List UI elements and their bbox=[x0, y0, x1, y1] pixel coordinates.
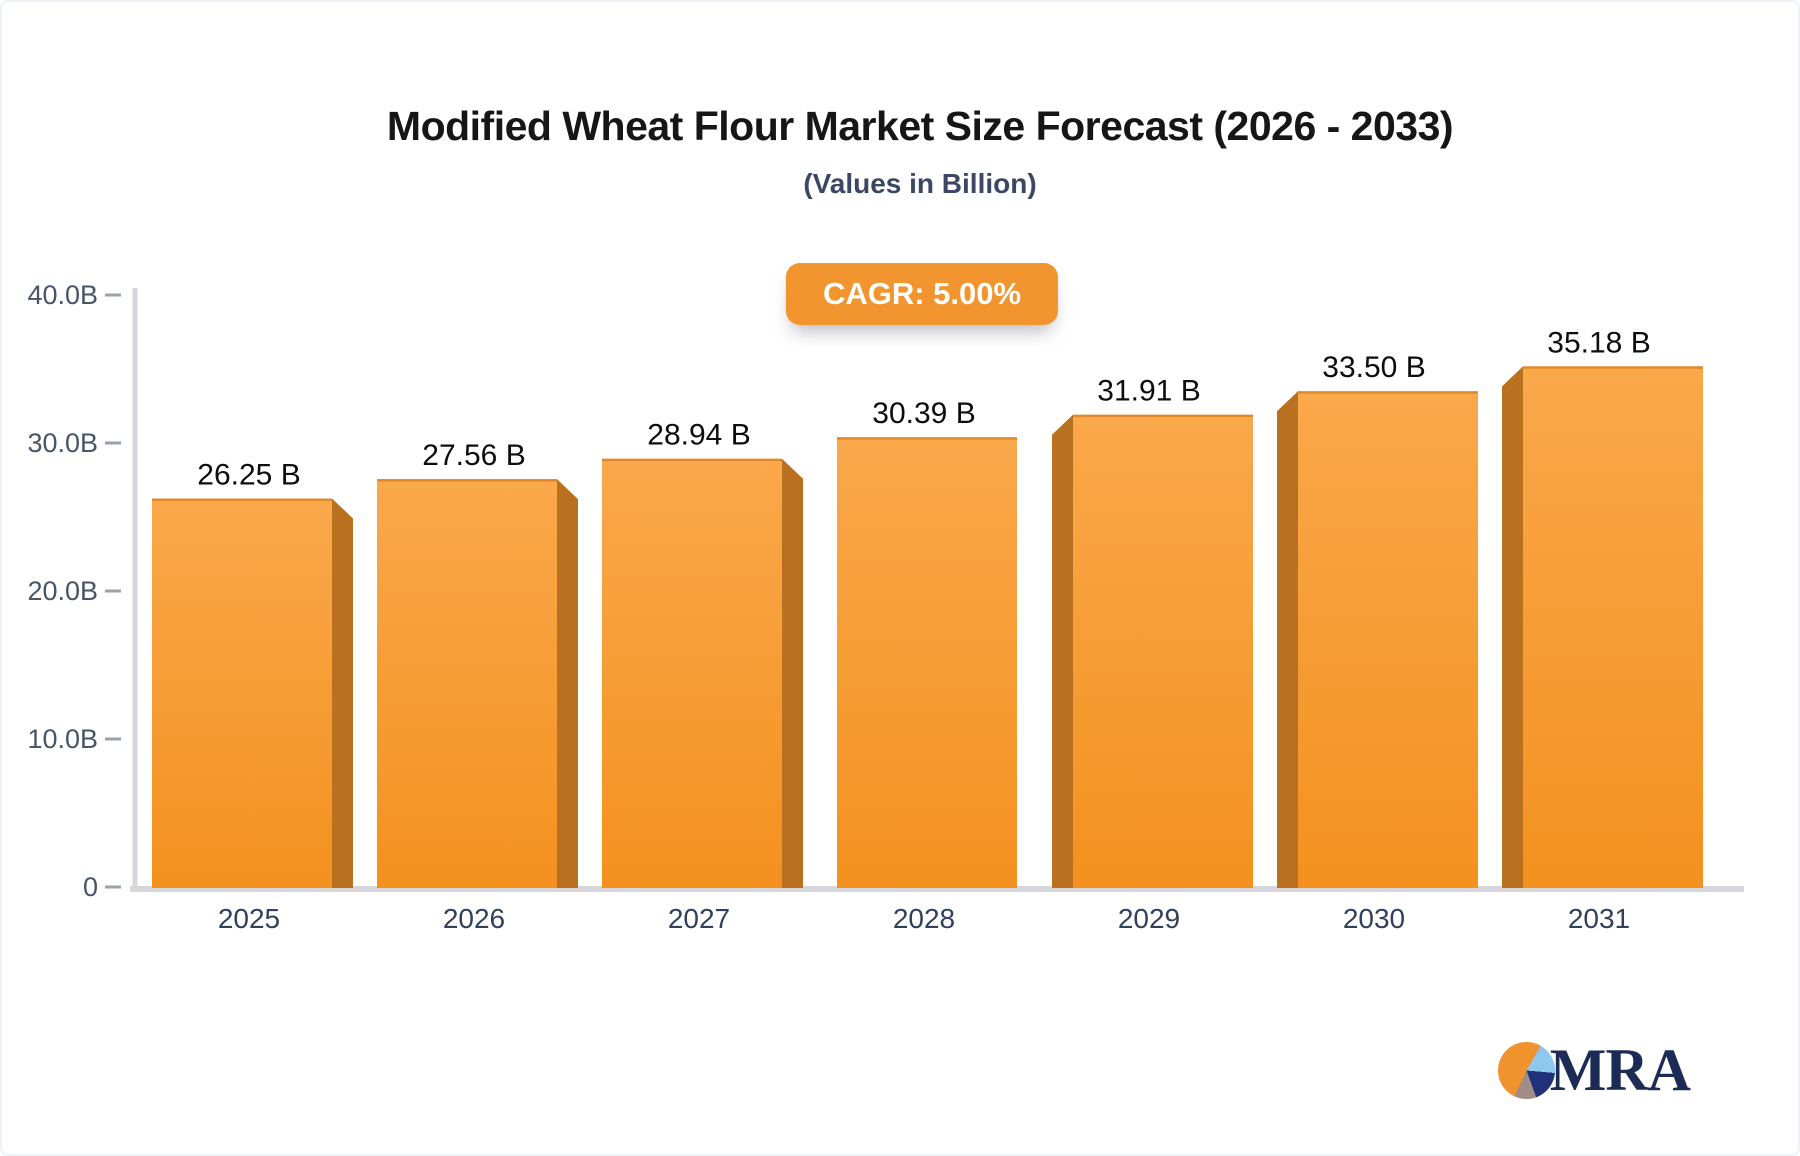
bar-front-face bbox=[377, 479, 557, 888]
y-tick-label: 0 bbox=[83, 872, 98, 902]
bar-side-face bbox=[1502, 366, 1523, 888]
value-label: 28.94 B bbox=[647, 419, 750, 452]
bar-2031[interactable] bbox=[1502, 366, 1703, 888]
bar-2027[interactable] bbox=[602, 458, 803, 888]
bar-2026[interactable] bbox=[377, 479, 578, 888]
value-label: 31.91 B bbox=[1097, 375, 1200, 408]
bar-2025[interactable] bbox=[152, 498, 353, 889]
x-axis-label: 2027 bbox=[668, 903, 730, 934]
y-tick-label: 30.0B bbox=[27, 428, 98, 458]
x-axis-label: 2025 bbox=[218, 903, 280, 934]
chart-subtitle: (Values in Billion) bbox=[803, 168, 1037, 199]
bar-side-face bbox=[1277, 391, 1298, 888]
value-label: 27.56 B bbox=[422, 439, 525, 472]
pie-chart-logo-icon bbox=[1497, 1041, 1555, 1099]
x-axis-label: 2028 bbox=[893, 903, 955, 934]
x-axis-label: 2026 bbox=[443, 903, 505, 934]
mra-logo: MRA bbox=[1497, 1037, 1691, 1103]
bar-2029[interactable] bbox=[1052, 414, 1253, 888]
chart-title: Modified Wheat Flour Market Size Forecas… bbox=[386, 103, 1454, 149]
bar-side-face bbox=[557, 479, 578, 888]
bar-side-face bbox=[1052, 414, 1073, 888]
bar-front-face bbox=[1298, 391, 1478, 888]
y-tick-label: 40.0B bbox=[27, 280, 98, 310]
bar-2030[interactable] bbox=[1277, 391, 1478, 888]
x-axis-label: 2029 bbox=[1118, 903, 1180, 934]
bar-side-face bbox=[782, 458, 803, 888]
cagr-badge: CAGR: 5.00% bbox=[785, 263, 1059, 325]
bar-front-face bbox=[602, 458, 782, 888]
x-axis-label: 2031 bbox=[1568, 903, 1630, 934]
bar-front-face bbox=[152, 498, 332, 888]
y-tick-label: 20.0B bbox=[27, 576, 98, 606]
x-axis-label: 2030 bbox=[1343, 903, 1405, 934]
bar-front-face bbox=[1523, 366, 1703, 888]
value-label: 33.50 B bbox=[1322, 351, 1425, 384]
bar-front-face bbox=[837, 437, 1017, 888]
logo-text: MRA bbox=[1549, 1037, 1691, 1103]
y-tick-label: 10.0B bbox=[27, 724, 98, 754]
bar-front-face bbox=[1073, 414, 1253, 888]
value-label: 35.18 B bbox=[1547, 326, 1650, 359]
bar-side-face bbox=[332, 498, 353, 888]
value-label: 26.25 B bbox=[197, 459, 300, 492]
value-label: 30.39 B bbox=[872, 397, 975, 430]
bar-2028[interactable] bbox=[837, 437, 1017, 888]
